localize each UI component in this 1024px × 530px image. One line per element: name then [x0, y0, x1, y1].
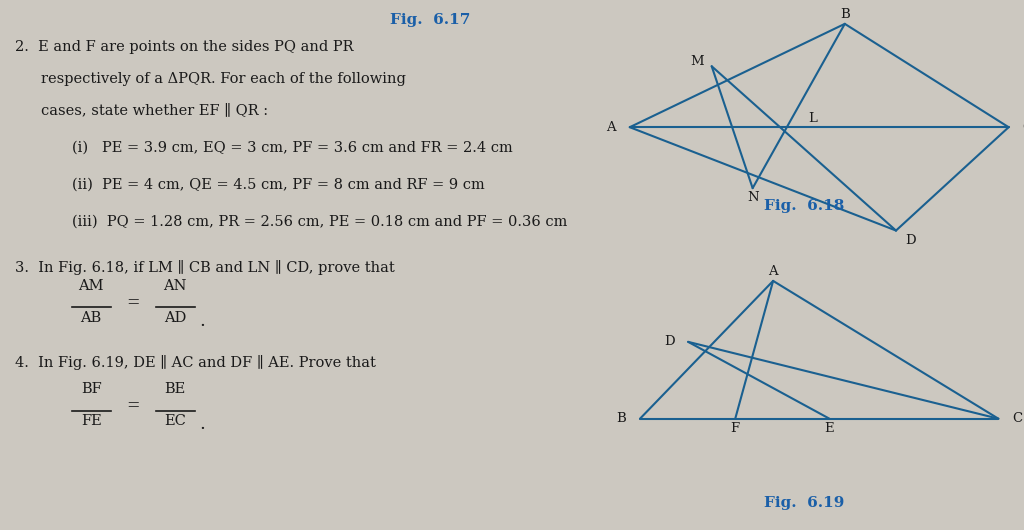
Text: =: = [126, 294, 140, 311]
Text: AB: AB [81, 311, 101, 324]
Text: 3.  In Fig. 6.18, if LM ∥ CB and LN ∥ CD, prove that: 3. In Fig. 6.18, if LM ∥ CB and LN ∥ CD,… [15, 260, 395, 275]
Text: (ii)  PE = 4 cm, QE = 4.5 cm, PF = 8 cm and RF = 9 cm: (ii) PE = 4 cm, QE = 4.5 cm, PF = 8 cm a… [72, 178, 484, 191]
Text: 4.  In Fig. 6.19, DE ∥ AC and DF ∥ AE. Prove that: 4. In Fig. 6.19, DE ∥ AC and DF ∥ AE. Pr… [15, 355, 376, 370]
Text: AN: AN [164, 279, 186, 293]
Text: A: A [768, 265, 778, 278]
Text: cases, state whether EF ∥ QR :: cases, state whether EF ∥ QR : [41, 103, 268, 117]
Text: BE: BE [165, 382, 185, 396]
Text: Fig.  6.17: Fig. 6.17 [390, 13, 470, 27]
Text: AD: AD [164, 311, 186, 324]
Text: BF: BF [81, 382, 101, 396]
Text: respectively of a ΔPQR. For each of the following: respectively of a ΔPQR. For each of the … [41, 72, 406, 85]
Text: (i)   PE = 3.9 cm, EQ = 3 cm, PF = 3.6 cm and FR = 2.4 cm: (i) PE = 3.9 cm, EQ = 3 cm, PF = 3.6 cm … [72, 140, 512, 154]
Text: B: B [616, 412, 627, 425]
Text: E: E [824, 422, 835, 435]
Text: Fig.  6.18: Fig. 6.18 [764, 199, 844, 213]
Text: D: D [665, 335, 675, 348]
Text: D: D [905, 234, 916, 246]
Text: FE: FE [81, 414, 101, 428]
Text: =: = [126, 397, 140, 414]
Text: .: . [200, 415, 206, 433]
Text: B: B [840, 8, 850, 21]
Text: .: . [200, 312, 206, 330]
Text: M: M [690, 55, 703, 68]
Text: AM: AM [79, 279, 103, 293]
Text: C: C [1022, 121, 1024, 134]
Text: (iii)  PQ = 1.28 cm, PR = 2.56 cm, PE = 0.18 cm and PF = 0.36 cm: (iii) PQ = 1.28 cm, PR = 2.56 cm, PE = 0… [72, 215, 567, 228]
Text: 2.  E and F are points on the sides PQ and PR: 2. E and F are points on the sides PQ an… [15, 40, 354, 54]
Text: N: N [746, 191, 759, 204]
Text: L: L [809, 112, 817, 125]
Text: A: A [606, 121, 616, 134]
Text: EC: EC [164, 414, 186, 428]
Text: C: C [1012, 412, 1022, 425]
Text: F: F [731, 422, 739, 435]
Text: Fig.  6.19: Fig. 6.19 [764, 496, 844, 509]
